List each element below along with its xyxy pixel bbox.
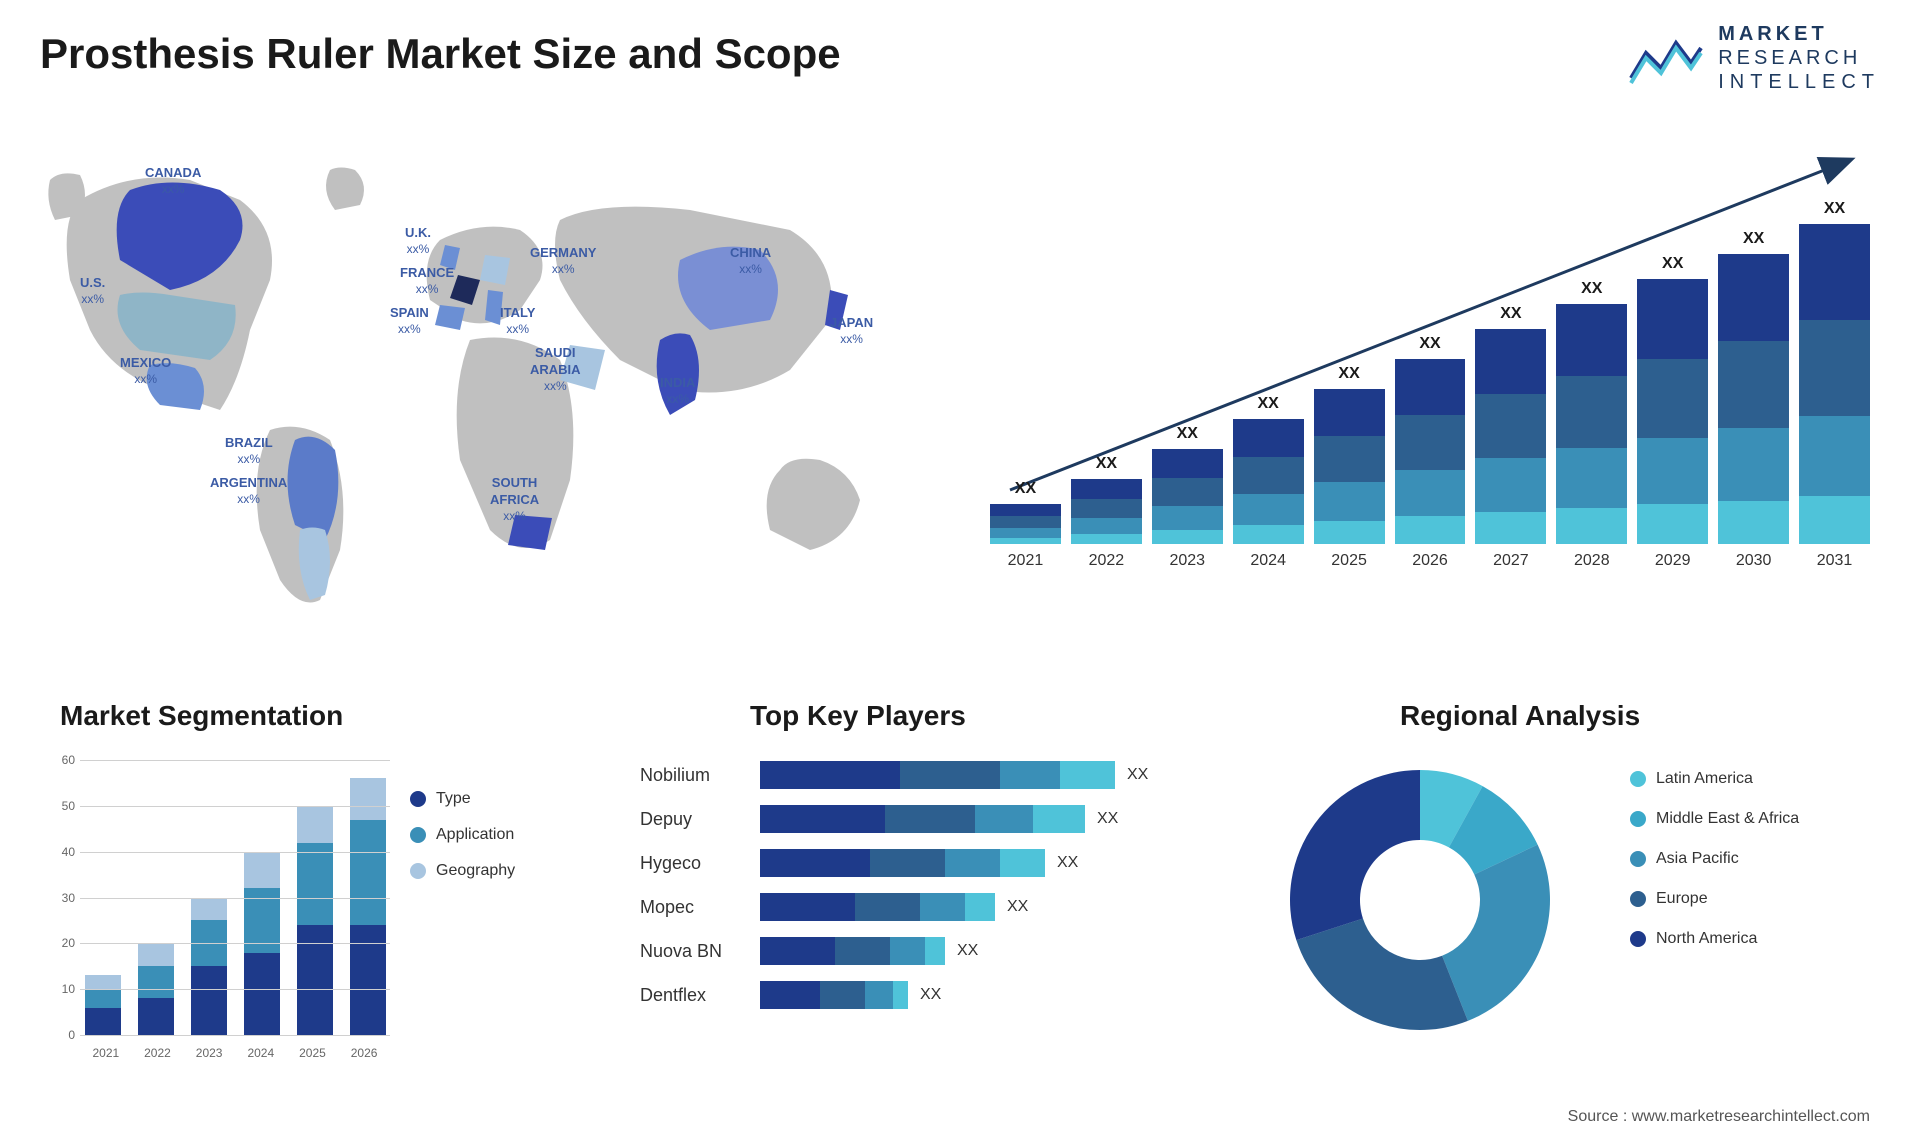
logo-icon xyxy=(1626,28,1706,88)
map-label-japan: JAPANxx% xyxy=(830,315,873,347)
main-bar-2023: XX2023 xyxy=(1152,449,1223,570)
player-row-dentflex: DentflexXX xyxy=(640,980,1230,1010)
seg-legend-geography: Geography xyxy=(410,862,540,880)
logo-line3: INTELLECT xyxy=(1718,70,1880,94)
seg-bar-2026 xyxy=(350,778,386,1035)
map-label-saudi-arabia: SAUDIARABIAxx% xyxy=(530,345,581,394)
player-row-mopec: MopecXX xyxy=(640,892,1230,922)
regional-legend-latin-america: Latin America xyxy=(1630,770,1870,788)
player-row-hygeco: HygecoXX xyxy=(640,848,1230,878)
map-label-italy: ITALYxx% xyxy=(500,305,535,337)
player-row-depuy: DepuyXX xyxy=(640,804,1230,834)
source-text: Source : www.marketresearchintellect.com xyxy=(1568,1108,1870,1126)
map-label-u.s.: U.S.xx% xyxy=(80,275,105,307)
main-bar-2021: XX2021 xyxy=(990,504,1061,570)
seg-legend-type: Type xyxy=(410,790,540,808)
regional-legend-europe: Europe xyxy=(1630,890,1870,908)
donut-svg xyxy=(1280,760,1560,1040)
main-bar-2029: XX2029 xyxy=(1637,279,1708,570)
key-players-chart: NobiliumXX DepuyXX HygecoXX MopecXX Nuova BN… xyxy=(640,760,1230,1060)
main-bar-2027: XX2027 xyxy=(1475,329,1546,570)
map-label-brazil: BRAZILxx% xyxy=(225,435,273,467)
regional-title: Regional Analysis xyxy=(1400,700,1640,732)
player-row-nobilium: NobiliumXX xyxy=(640,760,1230,790)
world-map: CANADAxx% U.S.xx% MEXICOxx% BRAZILxx% ARGENT… xyxy=(40,130,940,650)
map-label-mexico: MEXICOxx% xyxy=(120,355,171,387)
map-label-south-africa: SOUTHAFRICAxx% xyxy=(490,475,539,524)
seg-legend-application: Application xyxy=(410,826,540,844)
map-label-china: CHINAxx% xyxy=(730,245,771,277)
main-bar-2024: XX2024 xyxy=(1233,419,1304,570)
seg-bar-2025 xyxy=(297,806,333,1035)
main-bar-2022: XX2022 xyxy=(1071,479,1142,570)
map-label-argentina: ARGENTINAxx% xyxy=(210,475,287,507)
regional-legend-asia-pacific: Asia Pacific xyxy=(1630,850,1870,868)
main-bar-2028: XX2028 xyxy=(1556,304,1627,570)
regional-chart: Latin America Middle East & Africa Asia Pa… xyxy=(1280,760,1880,1060)
main-bar-2030: XX2030 xyxy=(1718,254,1789,570)
logo-line1: MARKET xyxy=(1718,22,1880,46)
donut-slice-asia-pacific xyxy=(1442,845,1550,1021)
logo-line2: RESEARCH xyxy=(1718,46,1880,70)
main-bar-2026: XX2026 xyxy=(1395,359,1466,570)
world-map-svg xyxy=(40,130,940,650)
map-label-germany: GERMANYxx% xyxy=(530,245,596,277)
map-label-u.k.: U.K.xx% xyxy=(405,225,431,257)
main-bar-2025: XX2025 xyxy=(1314,389,1385,570)
main-bar-2031: XX2031 xyxy=(1799,224,1870,570)
seg-bar-2023 xyxy=(191,898,227,1035)
donut-slice-north-america xyxy=(1290,770,1420,940)
map-label-canada: CANADAxx% xyxy=(145,165,201,197)
map-label-india: INDIAxx% xyxy=(660,375,695,407)
page-title: Prosthesis Ruler Market Size and Scope xyxy=(40,30,841,78)
regional-legend-middle-east-africa: Middle East & Africa xyxy=(1630,810,1870,828)
map-label-france: FRANCExx% xyxy=(400,265,454,297)
main-bar-chart: XX2021XX2022XX2023XX2024XX2025XX2026XX20… xyxy=(990,150,1870,600)
donut-slice-europe xyxy=(1296,919,1467,1030)
logo: MARKET RESEARCH INTELLECT xyxy=(1626,22,1880,94)
regional-legend-north-america: North America xyxy=(1630,930,1870,948)
player-row-nuova-bn: Nuova BNXX xyxy=(640,936,1230,966)
map-label-spain: SPAINxx% xyxy=(390,305,429,337)
key-players-title: Top Key Players xyxy=(750,700,966,732)
logo-text: MARKET RESEARCH INTELLECT xyxy=(1718,22,1880,94)
segmentation-chart: 0102030405060 202120222023202420252026 T… xyxy=(40,760,540,1060)
seg-bar-2021 xyxy=(85,975,121,1035)
segmentation-title: Market Segmentation xyxy=(60,700,343,732)
